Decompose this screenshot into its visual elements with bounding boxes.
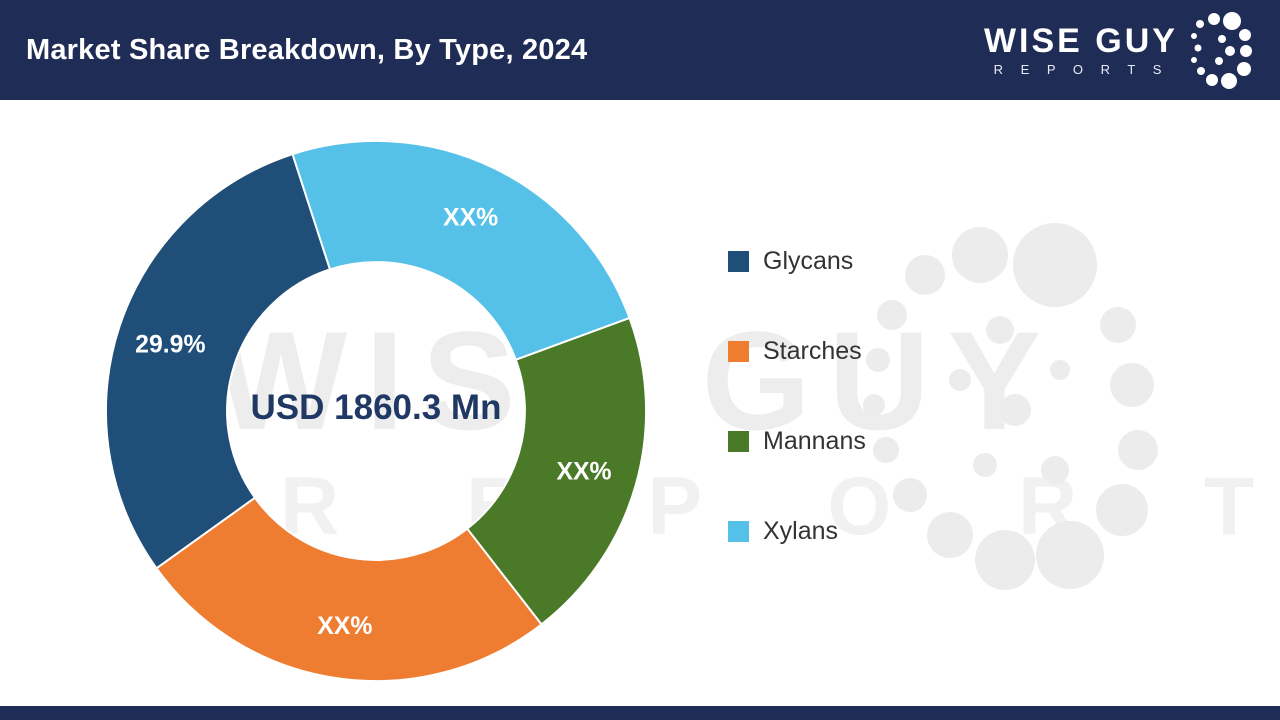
legend-swatch-starches <box>728 340 749 362</box>
header-bar: Market Share Breakdown, By Type, 2024 WI… <box>0 0 1280 100</box>
slice-labels: 29.9% XX% XX% XX% <box>135 204 611 640</box>
brand-subtitle: R E P O R T S <box>993 61 1169 77</box>
legend-swatch-glycans <box>728 250 749 272</box>
legend-item-mannans: Mannans <box>728 425 866 457</box>
slice-starches <box>155 496 543 683</box>
donut-chart: 29.9% XX% XX% XX% <box>105 139 648 683</box>
watermark-head-icon <box>863 223 1158 590</box>
legend-label-mannans: Mannans <box>763 426 866 455</box>
logo-head-icon <box>1191 12 1252 89</box>
brand-logo: WISE GUY R E P O R T S <box>984 11 1254 89</box>
legend-item-glycans: Glycans <box>728 245 866 277</box>
slice-xylans <box>291 139 631 361</box>
slice-glycans <box>105 152 332 570</box>
brand-name: WISE GUY <box>983 21 1178 60</box>
legend-label-starches: Starches <box>763 336 862 365</box>
legend-item-starches: Starches <box>728 335 866 367</box>
slice-mannans <box>465 316 648 626</box>
footer-bar <box>0 706 1280 720</box>
chart-legend: Glycans Starches Mannans Xylans <box>728 245 866 605</box>
brand-logo-text: WISE GUY R E P O R T S <box>984 24 1178 77</box>
chart-center-value: USD 1860.3 Mn <box>250 388 502 427</box>
chart-area: WISE GUY R E P O R T S <box>0 100 1280 706</box>
page-title: Market Share Breakdown, By Type, 2024 <box>26 33 588 66</box>
legend-swatch-mannans <box>728 430 749 452</box>
legend-label-xylans: Xylans <box>763 516 839 545</box>
slice-label-glycans: 29.9% <box>135 331 205 358</box>
slice-label-starches: XX% <box>317 613 372 640</box>
legend-label-glycans: Glycans <box>763 246 854 275</box>
legend-swatch-xylans <box>728 520 749 542</box>
slice-label-mannans: XX% <box>556 459 611 486</box>
legend-item-xylans: Xylans <box>728 515 866 547</box>
slices <box>105 139 648 683</box>
slice-label-xylans: XX% <box>443 204 498 231</box>
